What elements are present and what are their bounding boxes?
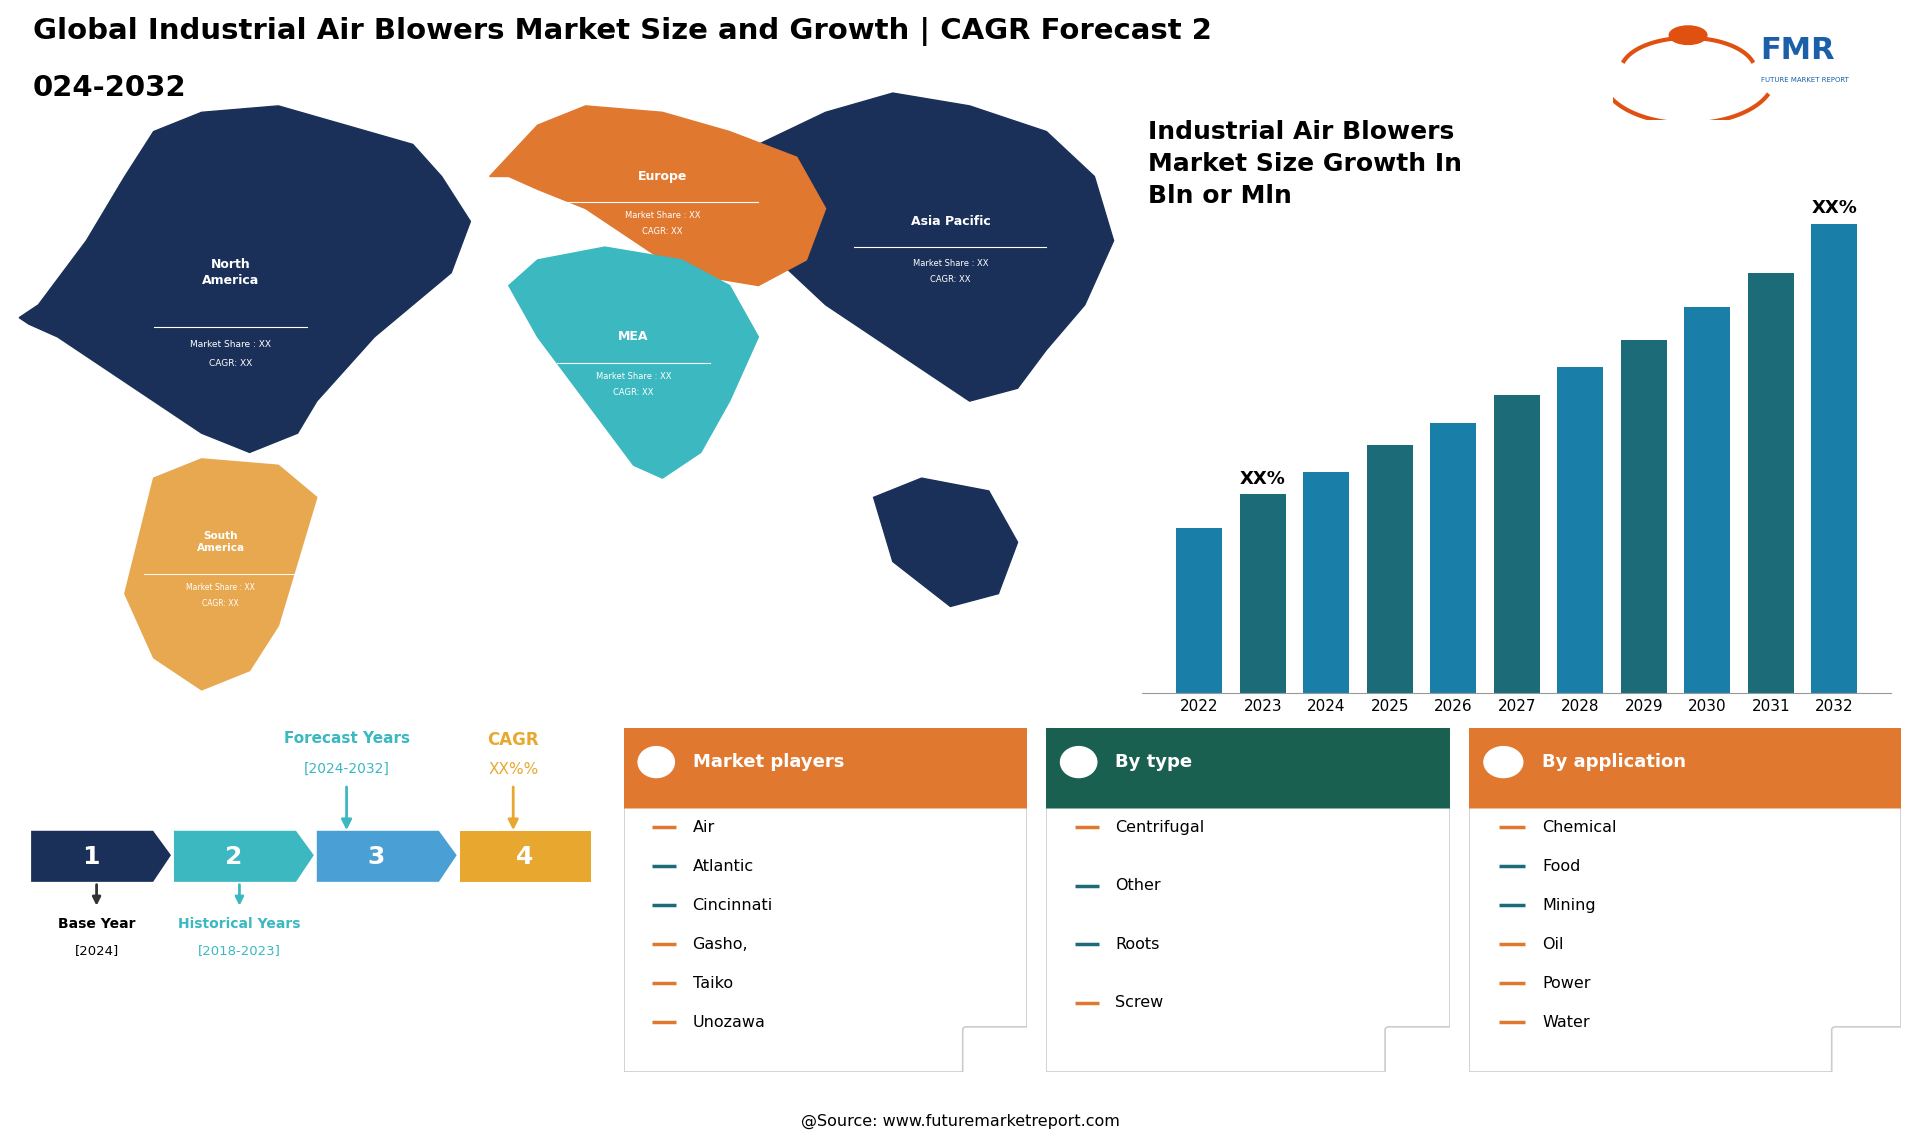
Text: Unozawa: Unozawa bbox=[693, 1014, 766, 1030]
Bar bbox=[1811, 223, 1857, 693]
Circle shape bbox=[637, 747, 674, 778]
Text: XX%: XX% bbox=[1240, 470, 1286, 488]
Text: [2024-2032]: [2024-2032] bbox=[303, 762, 390, 776]
Text: Market Share : XX: Market Share : XX bbox=[624, 211, 701, 220]
Text: Global Industrial Air Blowers Market Size and Growth | CAGR Forecast 2: Global Industrial Air Blowers Market Siz… bbox=[33, 17, 1212, 46]
Text: By type: By type bbox=[1116, 753, 1192, 771]
Circle shape bbox=[1060, 747, 1096, 778]
Text: Industrial Air Blowers
Market Size Growth In
Bln or Mln: Industrial Air Blowers Market Size Growt… bbox=[1148, 120, 1463, 207]
Text: CAGR: CAGR bbox=[488, 731, 540, 748]
FancyBboxPatch shape bbox=[1033, 715, 1463, 809]
Bar bbox=[1747, 274, 1793, 693]
Text: Cincinnati: Cincinnati bbox=[693, 897, 772, 913]
Text: North
America: North America bbox=[202, 258, 259, 288]
Text: XX%: XX% bbox=[1811, 199, 1857, 217]
Text: Roots: Roots bbox=[1116, 936, 1160, 952]
Text: 4: 4 bbox=[516, 845, 534, 869]
Text: FUTURE MARKET REPORT: FUTURE MARKET REPORT bbox=[1761, 77, 1849, 83]
Polygon shape bbox=[31, 831, 171, 882]
Text: [2018-2023]: [2018-2023] bbox=[198, 944, 280, 957]
Text: Historical Years: Historical Years bbox=[179, 917, 301, 932]
Text: Taiko: Taiko bbox=[693, 975, 733, 991]
Text: CAGR: XX: CAGR: XX bbox=[612, 387, 655, 397]
Text: 2: 2 bbox=[225, 845, 242, 869]
Bar bbox=[1684, 306, 1730, 693]
Text: Power: Power bbox=[1542, 975, 1592, 991]
Polygon shape bbox=[459, 831, 591, 882]
Text: Other: Other bbox=[1116, 878, 1160, 894]
Circle shape bbox=[1668, 26, 1707, 45]
Bar bbox=[1620, 339, 1667, 693]
Text: Market players: Market players bbox=[693, 753, 845, 771]
Bar bbox=[1367, 445, 1413, 693]
FancyBboxPatch shape bbox=[962, 1027, 1031, 1075]
Polygon shape bbox=[509, 248, 758, 478]
Text: 1: 1 bbox=[83, 845, 100, 869]
Text: Oil: Oil bbox=[1542, 936, 1563, 952]
Text: Market Share : XX: Market Share : XX bbox=[190, 339, 271, 348]
Text: Asia Pacific: Asia Pacific bbox=[910, 215, 991, 228]
Text: CAGR: XX: CAGR: XX bbox=[202, 599, 240, 609]
Text: Base Year: Base Year bbox=[58, 917, 134, 932]
Text: XX%%: XX%% bbox=[488, 762, 538, 777]
Text: Air: Air bbox=[693, 819, 714, 835]
FancyBboxPatch shape bbox=[611, 715, 1041, 809]
Polygon shape bbox=[490, 105, 826, 285]
Text: Europe: Europe bbox=[637, 170, 687, 183]
FancyBboxPatch shape bbox=[1469, 796, 1901, 1072]
Polygon shape bbox=[125, 458, 317, 690]
FancyBboxPatch shape bbox=[1046, 796, 1450, 1072]
Text: CAGR: XX: CAGR: XX bbox=[929, 275, 972, 284]
Text: CAGR: XX: CAGR: XX bbox=[641, 227, 684, 236]
Text: Gasho,: Gasho, bbox=[693, 936, 749, 952]
Text: MEA: MEA bbox=[618, 330, 649, 344]
Text: Market Share : XX: Market Share : XX bbox=[595, 371, 672, 380]
Polygon shape bbox=[874, 478, 1018, 606]
Text: 024-2032: 024-2032 bbox=[33, 74, 186, 102]
Text: Market Share : XX: Market Share : XX bbox=[912, 259, 989, 268]
Bar bbox=[1494, 395, 1540, 693]
FancyBboxPatch shape bbox=[1453, 715, 1916, 809]
Polygon shape bbox=[175, 831, 313, 882]
FancyBboxPatch shape bbox=[624, 796, 1027, 1072]
Text: CAGR: XX: CAGR: XX bbox=[209, 359, 252, 368]
Text: Centrifugal: Centrifugal bbox=[1116, 819, 1204, 835]
Text: Screw: Screw bbox=[1116, 995, 1164, 1011]
Text: [2024]: [2024] bbox=[75, 944, 119, 957]
Text: Atlantic: Atlantic bbox=[693, 858, 755, 874]
Bar bbox=[1430, 423, 1476, 693]
Bar bbox=[1557, 368, 1603, 693]
Text: By application: By application bbox=[1542, 753, 1686, 771]
Text: Chemical: Chemical bbox=[1542, 819, 1617, 835]
Bar bbox=[1304, 472, 1350, 693]
Text: Market Share : XX: Market Share : XX bbox=[186, 583, 255, 592]
Polygon shape bbox=[19, 105, 470, 453]
Text: 3: 3 bbox=[367, 845, 386, 869]
Text: Forecast Years: Forecast Years bbox=[284, 731, 409, 746]
Circle shape bbox=[1484, 747, 1523, 778]
Text: Food: Food bbox=[1542, 858, 1580, 874]
Text: FMR: FMR bbox=[1761, 37, 1836, 65]
Polygon shape bbox=[317, 831, 457, 882]
Text: South
America: South America bbox=[196, 531, 246, 554]
FancyBboxPatch shape bbox=[1832, 1027, 1905, 1075]
Bar bbox=[1240, 494, 1286, 693]
Text: Water: Water bbox=[1542, 1014, 1590, 1030]
Text: Mining: Mining bbox=[1542, 897, 1596, 913]
Text: @Source: www.futuremarketreport.com: @Source: www.futuremarketreport.com bbox=[801, 1114, 1119, 1129]
FancyBboxPatch shape bbox=[1384, 1027, 1453, 1075]
Polygon shape bbox=[701, 93, 1114, 401]
Bar bbox=[1177, 527, 1223, 693]
